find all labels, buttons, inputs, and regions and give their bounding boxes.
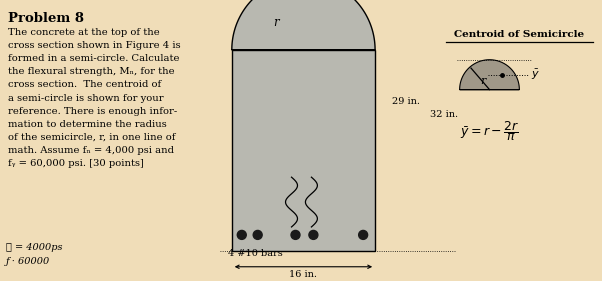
Text: math. Assume fₙ = 4,000 psi and: math. Assume fₙ = 4,000 psi and bbox=[8, 146, 174, 155]
Text: reference. There is enough infor-: reference. There is enough infor- bbox=[8, 107, 177, 116]
Text: mation to determine the radius: mation to determine the radius bbox=[8, 120, 167, 129]
Text: formed in a semi-circle. Calculate: formed in a semi-circle. Calculate bbox=[8, 54, 179, 63]
Text: 32 in.: 32 in. bbox=[430, 110, 458, 119]
Text: Centroid of Semicircle: Centroid of Semicircle bbox=[455, 30, 585, 39]
Text: ℓ = 4000ps: ℓ = 4000ps bbox=[6, 243, 63, 252]
Text: r: r bbox=[480, 76, 486, 86]
Text: $\bar{y}$: $\bar{y}$ bbox=[532, 67, 540, 82]
Text: Problem 8: Problem 8 bbox=[8, 12, 84, 25]
Text: fᵧ = 60,000 psi. [30 points]: fᵧ = 60,000 psi. [30 points] bbox=[8, 159, 144, 168]
Text: the flexural strength, Mₙ, for the: the flexural strength, Mₙ, for the bbox=[8, 67, 175, 76]
Circle shape bbox=[309, 230, 318, 239]
Polygon shape bbox=[460, 60, 520, 90]
Circle shape bbox=[291, 230, 300, 239]
Text: ƒ · 60000: ƒ · 60000 bbox=[6, 257, 50, 266]
Text: The concrete at the top of the: The concrete at the top of the bbox=[8, 28, 160, 37]
Text: $\bar{y} = r - \dfrac{2r}{\pi}$: $\bar{y} = r - \dfrac{2r}{\pi}$ bbox=[460, 119, 519, 143]
Text: 16 in.: 16 in. bbox=[290, 270, 317, 279]
Text: a semi-circle is shown for your: a semi-circle is shown for your bbox=[8, 94, 164, 103]
Text: 29 in.: 29 in. bbox=[392, 97, 420, 106]
Polygon shape bbox=[232, 50, 375, 251]
Circle shape bbox=[253, 230, 262, 239]
Text: of the semicircle, r, in one line of: of the semicircle, r, in one line of bbox=[8, 133, 175, 142]
Circle shape bbox=[237, 230, 246, 239]
Circle shape bbox=[359, 230, 368, 239]
Text: cross section.  The centroid of: cross section. The centroid of bbox=[8, 80, 161, 89]
Text: r: r bbox=[273, 16, 279, 29]
Polygon shape bbox=[232, 0, 375, 50]
Text: cross section shown in Figure 4 is: cross section shown in Figure 4 is bbox=[8, 41, 181, 50]
Text: 4 #10 bars: 4 #10 bars bbox=[228, 249, 282, 258]
